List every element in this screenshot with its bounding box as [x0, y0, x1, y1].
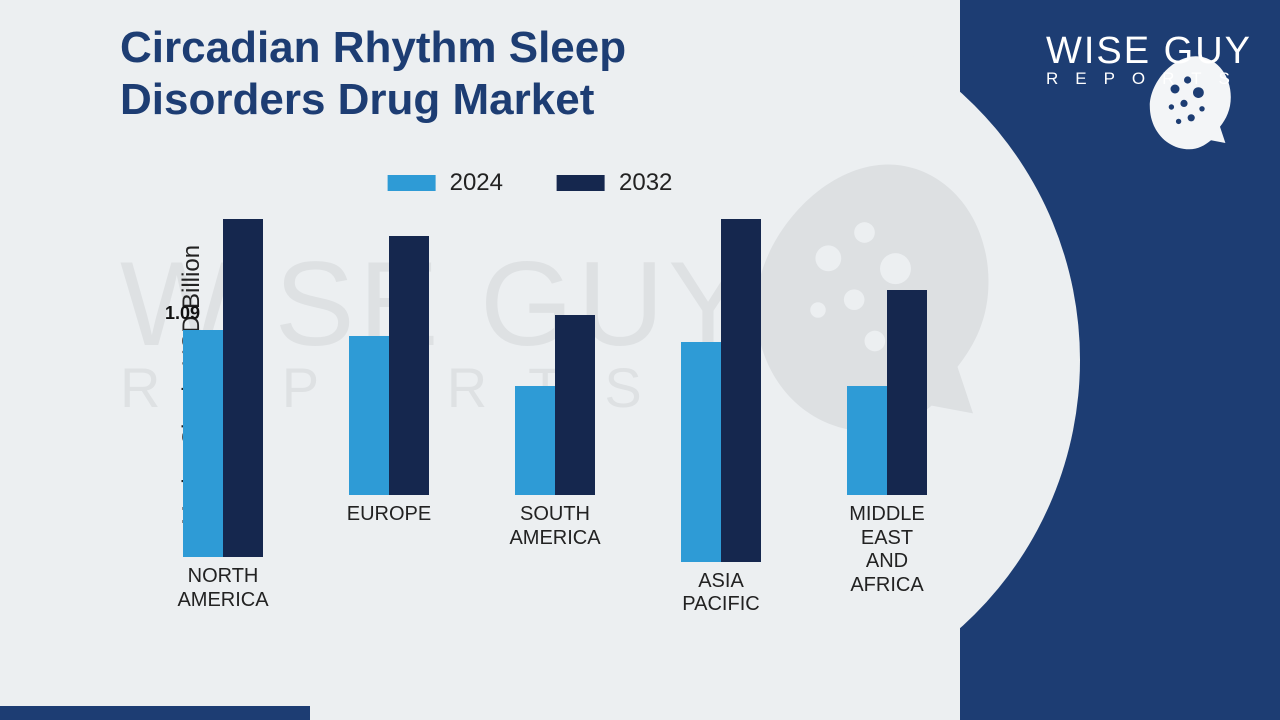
stage: WISE GUY REPORTS Circadian Rhythm Sleep …: [0, 0, 1280, 720]
brand-head-icon: [1148, 52, 1238, 162]
page-title: Circadian Rhythm Sleep Disorders Drug Ma…: [120, 22, 840, 126]
bar-2024: [515, 386, 555, 495]
bar-group: 1.09NORTHAMERICA: [140, 219, 306, 595]
bar-2032: [223, 219, 263, 557]
legend-item-2032: 2032: [557, 169, 672, 197]
category-label: ASIAPACIFIC: [682, 562, 759, 617]
chart: Market Size in USD Billion 2024 2032 1.0…: [90, 175, 970, 595]
bar-pair: 1.09: [140, 219, 306, 557]
legend-label-2032: 2032: [619, 169, 672, 197]
legend-swatch-2024: [388, 175, 436, 191]
bar-2024: [681, 342, 721, 561]
bar-group: ASIAPACIFIC: [638, 219, 804, 595]
bar-groups: 1.09NORTHAMERICA EUROPE SOUTHAMERICA ASIAPA…: [140, 219, 970, 595]
legend: 2024 2032: [388, 169, 673, 197]
bar-2032: [389, 236, 429, 495]
bar-2032: [721, 219, 761, 562]
bar-group: EUROPE: [306, 219, 472, 595]
bar-group: SOUTHAMERICA: [472, 219, 638, 595]
brand-logo: WISE GUY REPORTS: [1046, 30, 1252, 89]
category-label: MIDDLEEASTANDAFRICA: [849, 495, 925, 595]
bar-2024: [183, 330, 223, 558]
bar-pair: [472, 219, 638, 495]
bar-2032: [887, 290, 927, 495]
bar-2024: [847, 386, 887, 495]
legend-label-2024: 2024: [450, 169, 503, 197]
bar-pair: [804, 219, 970, 495]
bar-2032: [555, 315, 595, 495]
bar-value-label: 1.09: [165, 303, 200, 324]
legend-item-2024: 2024: [388, 169, 503, 197]
bottom-accent-bar: [0, 706, 310, 720]
legend-swatch-2032: [557, 175, 605, 191]
bar-pair: [306, 219, 472, 495]
bar-group: MIDDLEEASTANDAFRICA: [804, 219, 970, 595]
bar-2024: [349, 336, 389, 495]
category-label: NORTHAMERICA: [177, 557, 268, 612]
bar-pair: [638, 219, 804, 562]
category-label: SOUTHAMERICA: [509, 495, 600, 595]
category-label: EUROPE: [347, 495, 431, 595]
